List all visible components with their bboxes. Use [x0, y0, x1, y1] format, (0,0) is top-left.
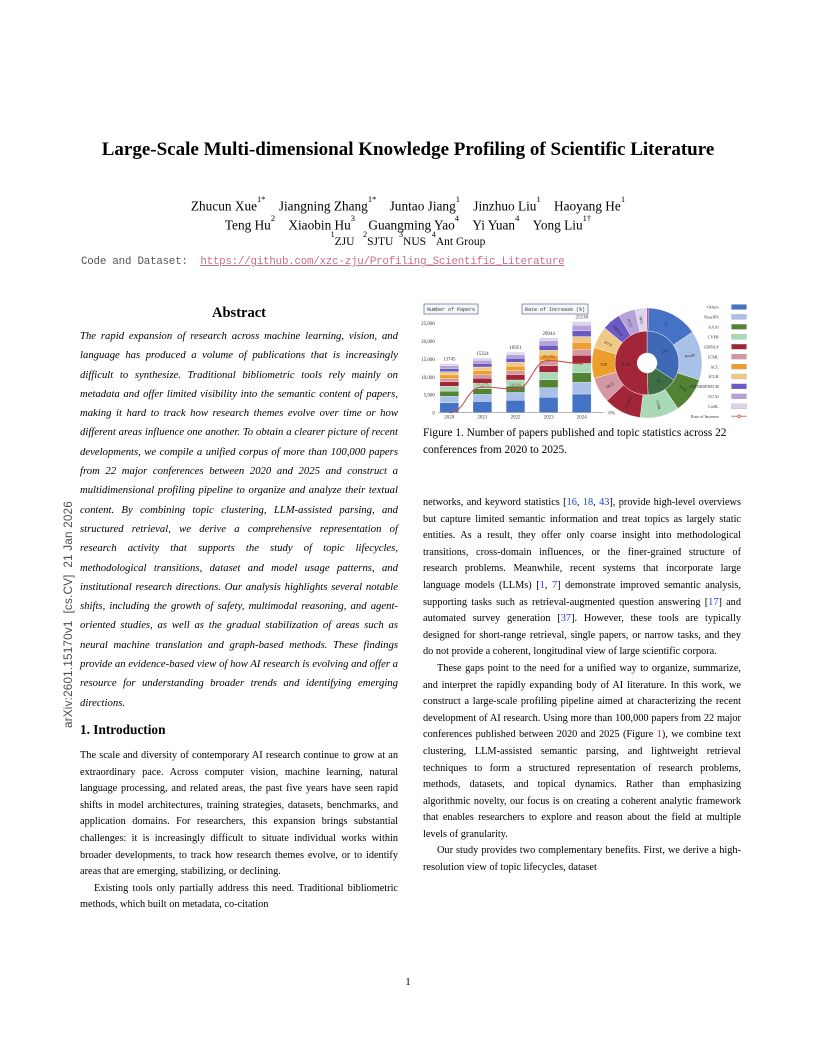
svg-text:13745: 13745 [443, 358, 456, 363]
svg-text:10.6%: 10.6% [510, 383, 522, 388]
svg-text:10,000: 10,000 [421, 376, 435, 381]
svg-text:EMNLP: EMNLP [704, 344, 719, 349]
svg-text:22.0%: 22.0% [576, 357, 588, 362]
svg-text:15324: 15324 [476, 352, 489, 357]
svg-text:INTERSPEECH: INTERSPEECH [690, 384, 719, 389]
svg-text:0%: 0% [608, 412, 615, 417]
svg-text:15,000: 15,000 [421, 358, 435, 363]
svg-text:25538: 25538 [575, 316, 588, 321]
svg-text:ICLR: ICLR [709, 374, 719, 379]
svg-text:NLP: NLP [621, 362, 630, 367]
svg-text:20,000: 20,000 [421, 340, 435, 345]
svg-text:Others: Others [707, 305, 719, 310]
svg-text:CoRL: CoRL [708, 404, 719, 409]
svg-text:0: 0 [432, 412, 435, 417]
svg-text:NeurIPS: NeurIPS [704, 315, 719, 320]
svg-text:20944: 20944 [542, 332, 555, 337]
svg-text:CVPR: CVPR [708, 335, 719, 340]
svg-text:2021: 2021 [477, 416, 488, 421]
svg-text:11.5%: 11.5% [477, 381, 489, 386]
svg-text:16951: 16951 [509, 346, 522, 351]
svg-text:UCAI: UCAI [708, 394, 719, 399]
svg-text:23.4%: 23.4% [543, 354, 555, 359]
svg-text:AAAI: AAAI [708, 325, 719, 330]
svg-text:Rate of Increase (%): Rate of Increase (%) [525, 307, 585, 313]
svg-text:Rate of Increase: Rate of Increase [691, 414, 719, 419]
svg-text:25,000: 25,000 [421, 322, 435, 327]
svg-text:ACL: ACL [710, 364, 719, 369]
svg-text:2020: 2020 [444, 416, 455, 421]
svg-text:ACL: ACL [600, 362, 607, 366]
svg-text:ICML: ICML [708, 354, 719, 359]
svg-text:2024: 2024 [577, 416, 588, 421]
svg-text:Number of Papers: Number of Papers [427, 307, 475, 313]
svg-text:5,000: 5,000 [424, 394, 436, 399]
svg-text:2023: 2023 [544, 416, 555, 421]
svg-text:2022: 2022 [511, 416, 522, 421]
